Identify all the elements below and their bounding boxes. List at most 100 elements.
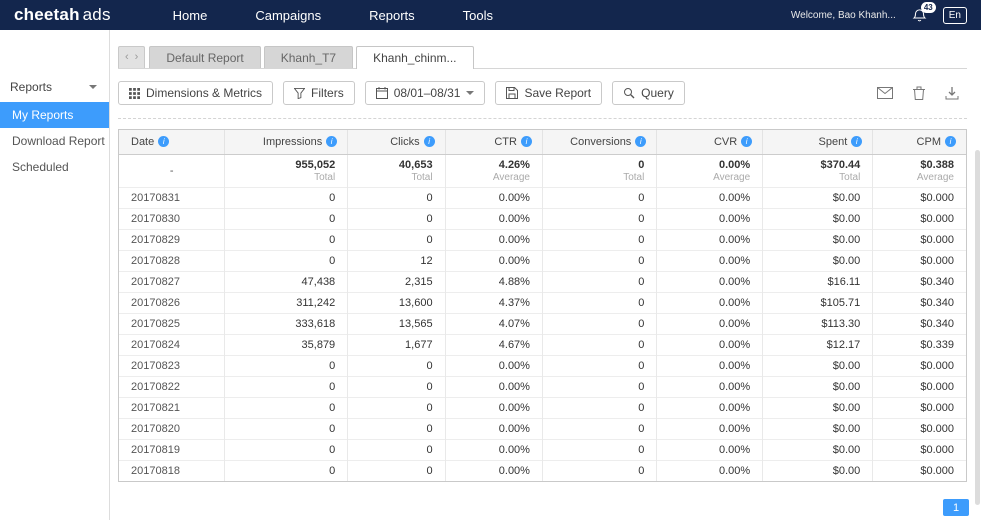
pagination-page-1[interactable]: 1 (943, 499, 969, 516)
value-cell: 0 (541, 418, 657, 440)
value-cell: 0 (541, 397, 657, 419)
brand-logo[interactable]: cheetah ads (14, 5, 111, 25)
delete-report-button[interactable] (913, 86, 925, 100)
value-cell: 0 (224, 355, 348, 377)
value-cell: 0 (541, 208, 657, 230)
date-range-label: 08/01–08/31 (393, 86, 461, 100)
sidebar-section-label: Reports (10, 80, 53, 94)
column-header-date[interactable]: Date i (119, 130, 225, 155)
tab-khanh-chinm[interactable]: Khanh_chinm... (356, 46, 474, 69)
chevron-down-icon (466, 91, 475, 95)
info-icon[interactable]: i (635, 136, 647, 147)
value-cell: 0.00% (656, 439, 763, 461)
nav-home[interactable]: Home (172, 7, 208, 23)
totals-sublabel: Average (492, 172, 530, 183)
value-cell: $0.339 (872, 334, 966, 356)
info-icon[interactable]: i (945, 136, 956, 147)
sidebar-item-my-reports[interactable]: My Reports (0, 102, 109, 128)
value-cell: 0 (224, 229, 348, 251)
value-cell: 0.00% (444, 250, 543, 272)
value-cell: 0 (541, 460, 657, 481)
info-icon[interactable]: i (158, 136, 170, 147)
totals-value: 40,653 (398, 159, 433, 171)
info-icon[interactable]: i (326, 136, 338, 147)
dimensions-metrics-button[interactable]: Dimensions & Metrics (118, 81, 274, 105)
info-icon[interactable]: i (423, 136, 435, 147)
nav-tools[interactable]: Tools (462, 7, 494, 23)
column-header-cvr[interactable]: CVR i (656, 130, 763, 155)
value-cell: $0.340 (872, 313, 966, 335)
search-icon (624, 88, 635, 99)
value-cell: $0.000 (872, 187, 966, 209)
column-header-clicks[interactable]: Clicks i (347, 130, 446, 155)
value-cell: $0.000 (872, 376, 966, 398)
totals-sublabel: Total (623, 172, 645, 183)
brand-cheetah: cheetah (14, 5, 80, 24)
tab-default-report[interactable]: Default Report (149, 46, 261, 68)
tab-scroll-arrows: ‹ › (118, 46, 146, 68)
value-cell: $0.00 (762, 460, 873, 481)
column-label: Spent (818, 136, 848, 148)
date-cell: 20170818 (119, 460, 225, 481)
column-header-spent[interactable]: Spent i (762, 130, 873, 155)
value-cell: 0.00% (444, 376, 543, 398)
notifications-button[interactable]: 43 (912, 1, 936, 23)
totals-value: 0.00% (718, 159, 751, 171)
value-cell: 0 (347, 376, 446, 398)
value-cell: 13,600 (347, 292, 446, 314)
value-cell: 0 (541, 313, 657, 335)
toolbar-divider (118, 118, 967, 119)
nav-reports[interactable]: Reports (369, 7, 415, 23)
value-cell: 0 (224, 418, 348, 440)
column-header-ctr[interactable]: CTR i (444, 130, 543, 155)
value-cell: 0.00% (444, 208, 543, 230)
report-table-container: Date i Impressions i Clicks i CTR i Conversions i… (118, 129, 967, 482)
column-label: CPM (916, 136, 941, 148)
tab-scroll-left-icon[interactable]: ‹ (125, 51, 129, 63)
filters-button[interactable]: Filters (283, 81, 355, 105)
date-cell: 20170826 (119, 292, 225, 314)
info-icon[interactable]: i (851, 136, 863, 147)
column-header-cpm[interactable]: CPM i (872, 130, 966, 155)
navbar-right: Welcome, Bao Khanh... 43 En (791, 1, 967, 24)
date-range-button[interactable]: 08/01–08/31 (364, 81, 486, 105)
value-cell: $0.000 (872, 418, 966, 440)
totals-value: 0 (638, 159, 645, 171)
value-cell: 333,618 (224, 313, 348, 335)
vertical-scrollbar[interactable] (975, 150, 980, 505)
filter-icon (294, 87, 306, 99)
nav-campaigns[interactable]: Campaigns (255, 7, 322, 23)
language-button[interactable]: En (942, 6, 967, 24)
value-cell: 0 (224, 397, 348, 419)
table-row: 20170828 0 12 0.00% 0 0.00% $0.00 $0.000 (119, 250, 966, 272)
value-cell: $113.30 (762, 313, 873, 335)
page-content: Reports My Reports Download Report Sched… (0, 30, 981, 520)
column-header-impressions[interactable]: Impressions i (224, 130, 348, 155)
value-cell: 0 (224, 376, 348, 398)
date-cell: 20170823 (119, 355, 225, 377)
username[interactable]: Bao Khanh... (837, 9, 896, 21)
tab-khanh-t7[interactable]: Khanh_T7 (263, 46, 354, 68)
value-cell: 0.00% (656, 418, 763, 440)
info-icon[interactable]: i (520, 136, 532, 147)
info-icon[interactable]: i (741, 136, 753, 147)
save-report-button[interactable]: Save Report (495, 81, 603, 105)
value-cell: 0.00% (444, 229, 543, 251)
download-report-button[interactable] (945, 86, 959, 100)
calendar-icon (375, 87, 388, 99)
sidebar-section-reports[interactable]: Reports (0, 74, 109, 102)
query-button[interactable]: Query (612, 81, 685, 105)
value-cell: 0 (347, 439, 446, 461)
value-cell: $0.00 (762, 439, 873, 461)
value-cell: $0.00 (762, 187, 873, 209)
sidebar-item-scheduled[interactable]: Scheduled (12, 160, 69, 174)
table-body: -955,052 Total 40,653 Total 4.26% Average 0 Tot… (119, 154, 966, 481)
column-header-conversions[interactable]: Conversions i (541, 130, 657, 155)
value-cell: $0.000 (872, 460, 966, 481)
value-cell: 0.00% (656, 187, 763, 209)
sidebar-item-download-report[interactable]: Download Report (12, 134, 105, 148)
tab-scroll-right-icon[interactable]: › (134, 51, 139, 63)
column-label: Date (131, 136, 155, 148)
email-report-button[interactable] (877, 87, 893, 99)
value-cell: $0.340 (872, 271, 966, 293)
